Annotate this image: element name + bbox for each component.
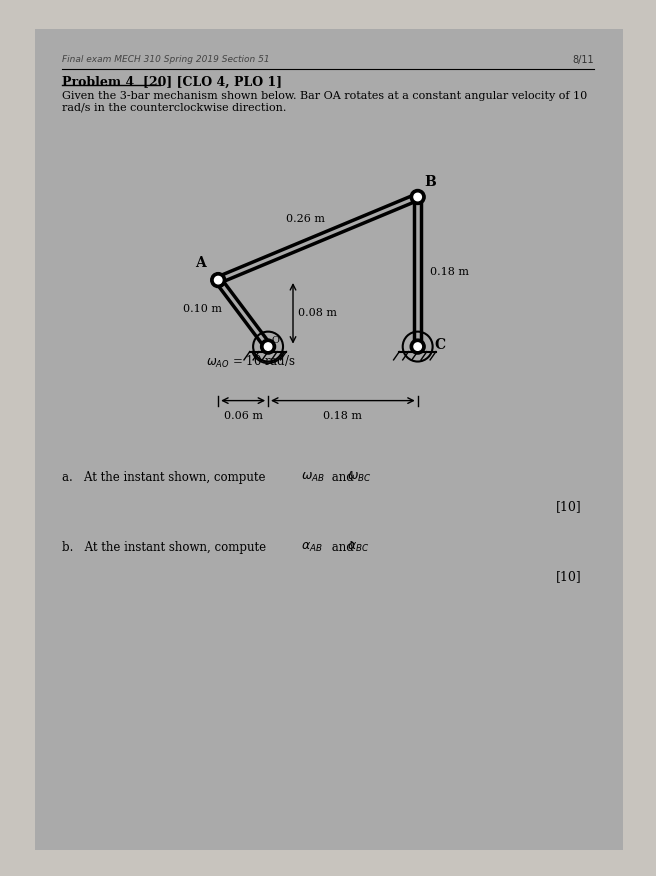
Text: a.   At the instant shown, compute: a. At the instant shown, compute <box>62 471 270 484</box>
Circle shape <box>211 272 226 287</box>
Text: B: B <box>424 174 436 188</box>
Text: C: C <box>434 338 445 352</box>
Circle shape <box>215 276 222 284</box>
Text: Problem 4  [20] [CLO 4, PLO 1]: Problem 4 [20] [CLO 4, PLO 1] <box>62 75 283 88</box>
Text: $\alpha_{BC}$: $\alpha_{BC}$ <box>348 541 370 554</box>
Circle shape <box>414 343 421 350</box>
Text: O: O <box>272 336 279 345</box>
Circle shape <box>410 339 425 354</box>
Text: [10]: [10] <box>556 569 582 583</box>
FancyBboxPatch shape <box>35 29 625 852</box>
Text: Final exam MECH 310 Spring 2019 Section 51: Final exam MECH 310 Spring 2019 Section … <box>62 55 270 64</box>
Circle shape <box>414 194 421 201</box>
Circle shape <box>264 343 272 350</box>
Text: 0.18 m: 0.18 m <box>323 412 362 421</box>
Text: Given the 3-bar mechanism shown below. Bar OA rotates at a constant angular velo: Given the 3-bar mechanism shown below. B… <box>62 90 588 101</box>
Text: $\omega_{BC}$: $\omega_{BC}$ <box>348 471 372 484</box>
Text: 0.10 m: 0.10 m <box>184 304 222 314</box>
Text: A: A <box>195 256 206 270</box>
Text: $\omega_{AO}$ = 10 rad/s: $\omega_{AO}$ = 10 rad/s <box>206 354 295 370</box>
Text: 0.06 m: 0.06 m <box>224 412 262 421</box>
Text: 8/11: 8/11 <box>572 55 594 65</box>
Text: and: and <box>328 471 358 484</box>
Text: b.   At the instant shown, compute: b. At the instant shown, compute <box>62 541 270 554</box>
Text: 0.26 m: 0.26 m <box>286 214 325 223</box>
Text: and: and <box>328 541 358 554</box>
Text: rad/s in the counterclockwise direction.: rad/s in the counterclockwise direction. <box>62 102 287 113</box>
Text: 0.08 m: 0.08 m <box>298 308 337 318</box>
Text: 0.18 m: 0.18 m <box>430 267 469 277</box>
Text: $\omega_{AB}$: $\omega_{AB}$ <box>302 471 325 484</box>
Text: [10]: [10] <box>556 499 582 512</box>
Circle shape <box>260 339 276 354</box>
Circle shape <box>410 189 425 204</box>
Text: $\alpha_{AB}$: $\alpha_{AB}$ <box>302 541 323 554</box>
